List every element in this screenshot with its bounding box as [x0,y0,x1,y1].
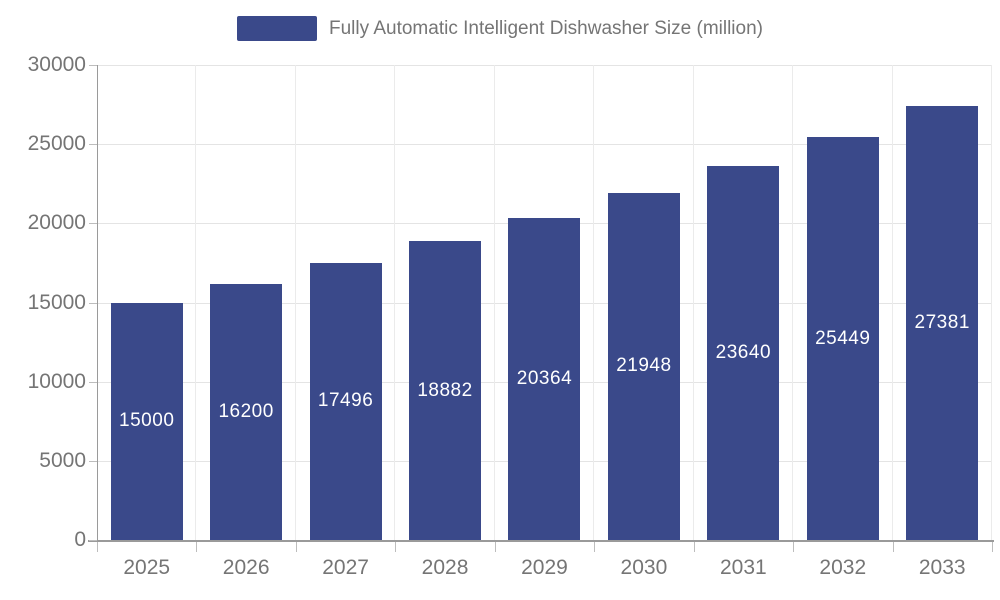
bar-2031[interactable]: 23640 [707,165,780,540]
bar-2030[interactable]: 21948 [607,192,680,540]
bar-column-2025: 15000 [97,65,196,540]
y-axis-tick [89,540,97,541]
x-axis-tick [892,542,894,552]
bar-value-label: 17496 [317,390,374,412]
y-axis-tick [89,381,97,383]
y-axis-tick-label: 5000 [39,448,86,472]
gridline-vertical [493,65,495,540]
bar-2025[interactable]: 15000 [110,302,183,540]
gridline-vertical [891,65,893,540]
gridline-vertical [394,65,396,540]
y-axis-line [97,65,98,540]
bar-column-2031: 23640 [694,65,793,540]
bar-value-label: 20364 [516,367,573,389]
bar-2032[interactable]: 25449 [806,137,879,540]
legend-label: Fully Automatic Intelligent Dishwasher S… [329,17,763,39]
bar-value-label: 16200 [218,400,274,422]
y-axis-tick-label: 15000 [27,290,86,314]
bar-value-label: 25449 [815,327,871,349]
gridline-vertical [692,65,694,540]
x-axis-label: 2029 [521,556,568,579]
gridline-horizontal [97,144,992,146]
x-axis-tick [196,542,198,552]
gridline-vertical [593,65,595,540]
bar-2029[interactable]: 20364 [508,217,581,540]
bar-2033[interactable]: 27381 [906,106,979,540]
bar-column-2029: 20364 [495,65,594,540]
gridline-vertical [294,65,296,540]
x-axis-tick [395,542,397,552]
bar-value-label: 23640 [715,341,772,363]
gridline-vertical [195,65,197,540]
x-axis-label: 2028 [421,556,469,579]
x-axis-tick [693,542,695,552]
bar-2028[interactable]: 18882 [409,241,482,540]
y-axis-tick-label: 10000 [27,369,86,393]
x-axis-tick [494,542,496,552]
x-axis-label: 2027 [322,556,369,579]
x-axis-label: 2025 [123,556,171,579]
legend-swatch [237,16,317,41]
bar-column-2032: 25449 [793,65,892,540]
bar-2027[interactable]: 17496 [309,262,382,540]
x-axis-label: 2026 [222,556,270,579]
y-axis-tick [89,302,97,304]
gridline-vertical [991,65,992,540]
bar-value-label: 21948 [616,355,672,377]
y-axis-tick-label: 25000 [27,132,86,156]
gridline-vertical [792,65,794,540]
gridline-horizontal [97,65,992,66]
x-axis-tick [97,542,98,552]
y-axis-tick [89,223,97,225]
x-axis-label: 2030 [620,556,668,579]
x-axis-label: 2033 [918,556,966,579]
x-axis-tick [992,542,993,552]
legend[interactable]: Fully Automatic Intelligent Dishwasher S… [0,16,1000,41]
x-axis-tick [594,542,596,552]
bar-column-2028: 18882 [395,65,494,540]
bar-value-label: 18882 [417,379,473,401]
bar-column-2033: 27381 [893,65,992,540]
y-axis-tick-label: 20000 [27,211,86,235]
x-axis-tick [295,542,297,552]
bar-column-2027: 17496 [296,65,395,540]
x-axis-label: 2032 [819,556,867,579]
x-axis-tick [793,542,795,552]
bar-column-2030: 21948 [594,65,693,540]
bar-column-2026: 16200 [196,65,295,540]
x-axis-label: 2031 [719,556,767,579]
bar-value-label: 15000 [119,410,175,432]
y-axis-tick [89,144,97,146]
y-axis-tick-label: 30000 [27,53,86,76]
y-axis-tick [89,65,97,66]
x-axis-line [88,540,994,542]
bar-value-label: 27381 [914,312,970,334]
y-axis-tick [89,460,97,462]
bar-series: 15000 16200 17496 18882 20364 21948 23640 25449… [97,65,992,540]
y-axis-tick-label: 0 [74,528,86,551]
bar-2026[interactable]: 16200 [210,283,283,540]
x-axis-labels: 2025 2026 2027 2028 2029 2030 2031 2032 2033 [97,556,992,580]
